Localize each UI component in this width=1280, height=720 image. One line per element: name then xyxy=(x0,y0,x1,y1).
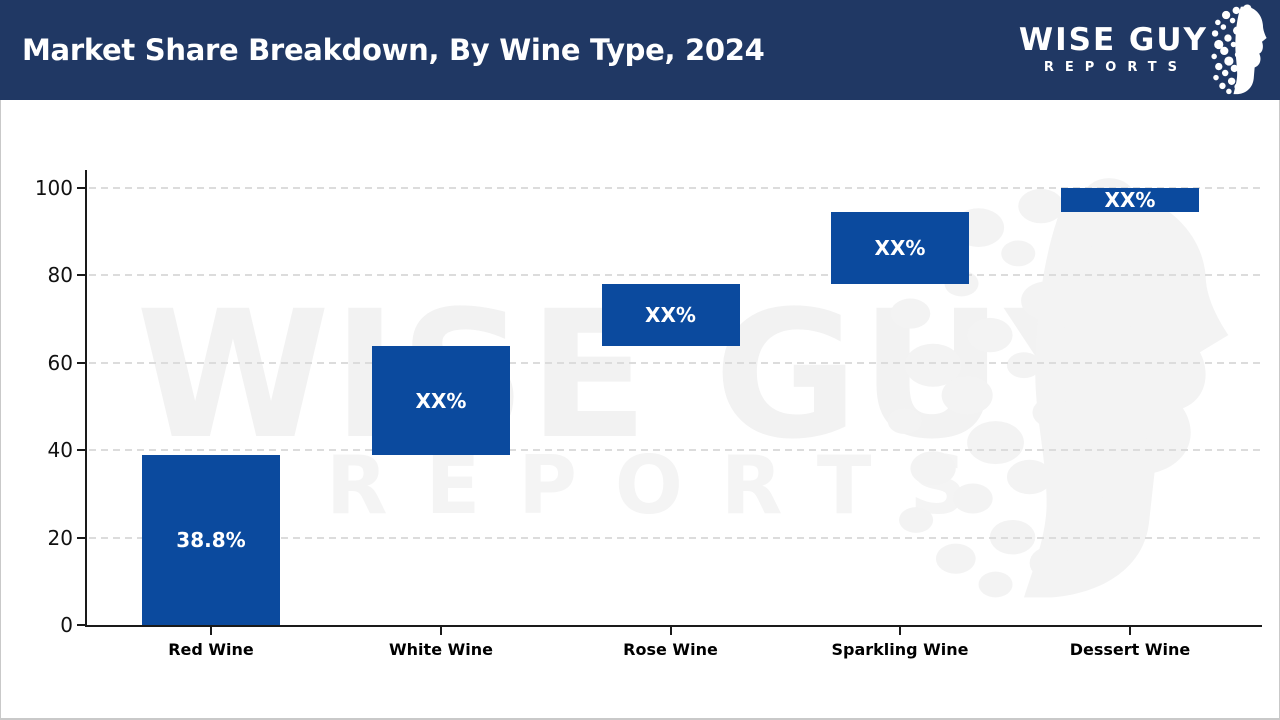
y-axis-tick-0 xyxy=(77,624,85,626)
x-axis-category-label: Dessert Wine xyxy=(1069,640,1191,659)
bar-value-label: XX% xyxy=(645,303,696,328)
bar-value-label: XX% xyxy=(874,236,926,261)
logo-subtext: REPORTS xyxy=(1043,60,1189,75)
bar-dessert-wine: XX% xyxy=(1061,187,1199,212)
x-axis-tick xyxy=(440,627,442,635)
y-axis-tick-label: 80 xyxy=(47,263,73,287)
y-axis-tick-80 xyxy=(77,274,85,276)
x-axis-tick xyxy=(899,627,901,635)
watermark-subtext: REPORTS xyxy=(326,439,1006,532)
y-axis-tick-60 xyxy=(77,361,85,364)
y-axis-tick-20 xyxy=(77,536,85,539)
x-axis-category-label: Red Wine xyxy=(168,640,254,659)
logo-wordmark: WISE GUY xyxy=(1018,22,1208,58)
bar-white-wine: XX% xyxy=(372,345,510,456)
gridline-40 xyxy=(89,449,1262,451)
y-axis-tick-label: 0 xyxy=(60,613,73,637)
chart-title: Market Share Breakdown, By Wine Type, 20… xyxy=(22,33,765,67)
y-axis-tick-label: 100 xyxy=(34,175,73,200)
x-axis-tick xyxy=(1129,627,1131,635)
y-axis-tick-100 xyxy=(77,186,85,189)
bar-sparkling-wine: XX% xyxy=(831,212,969,285)
y-axis-tick-label: 60 xyxy=(47,350,73,375)
y-axis-tick-label: 20 xyxy=(47,525,73,550)
bar-value-label: 38.8% xyxy=(176,528,246,553)
gridline-100 xyxy=(89,186,1262,189)
wiseguy-logo: WISE GUY REPORTS xyxy=(1019,4,1268,96)
bar-red-wine: 38.8% xyxy=(142,455,280,625)
x-axis-tick xyxy=(210,627,212,635)
x-axis-category-label: Sparkling Wine xyxy=(831,640,969,659)
header: Market Share Breakdown, By Wine Type, 20… xyxy=(0,0,1280,100)
y-axis-tick-label: 40 xyxy=(47,438,73,462)
bar-value-label: XX% xyxy=(415,388,467,413)
bar-rose-wine: XX% xyxy=(601,284,740,346)
x-axis-tick xyxy=(669,627,672,635)
x-axis-line xyxy=(85,625,1262,627)
gridline-80 xyxy=(89,274,1262,276)
bar-value-label: XX% xyxy=(1104,187,1156,212)
y-axis-tick-40 xyxy=(77,449,85,451)
y-axis-line xyxy=(85,170,87,627)
wiseguy-head-icon xyxy=(1211,4,1267,95)
x-axis-category-label: White Wine xyxy=(389,640,493,659)
gridline-20 xyxy=(89,536,1262,539)
x-axis-category-label: Rose Wine xyxy=(623,640,718,659)
gridline-60 xyxy=(89,361,1262,364)
logo-text: WISE GUY REPORTS xyxy=(1018,22,1208,76)
